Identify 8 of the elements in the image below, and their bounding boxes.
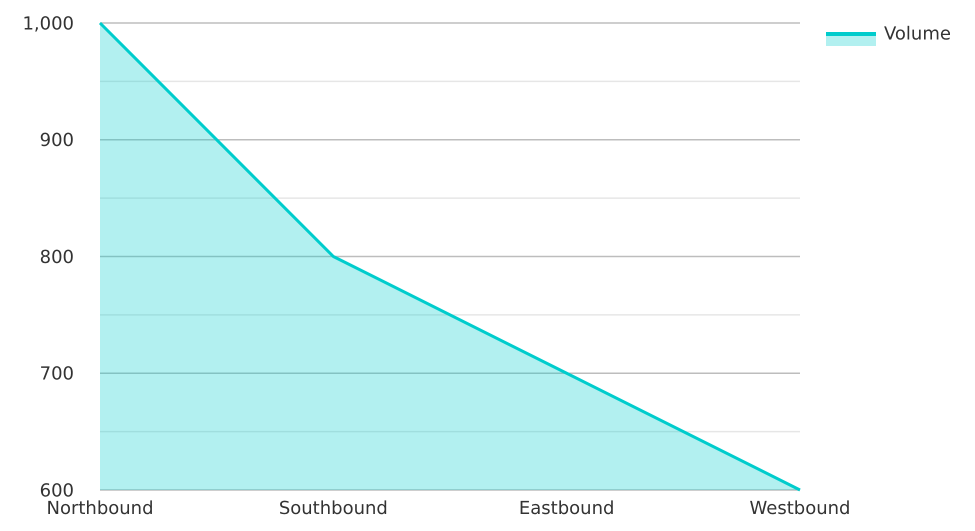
legend-label: Volume xyxy=(884,24,951,45)
y-tick-label: 800 xyxy=(40,246,74,268)
y-tick-label: 900 xyxy=(40,130,74,152)
y-tick-label: 1,000 xyxy=(22,13,74,34)
x-tick-label: Westbound xyxy=(750,498,850,519)
x-tick-label: Southbound xyxy=(278,498,388,519)
x-tick-label: Eastbound xyxy=(518,498,614,519)
y-tick-label: 700 xyxy=(40,364,74,385)
